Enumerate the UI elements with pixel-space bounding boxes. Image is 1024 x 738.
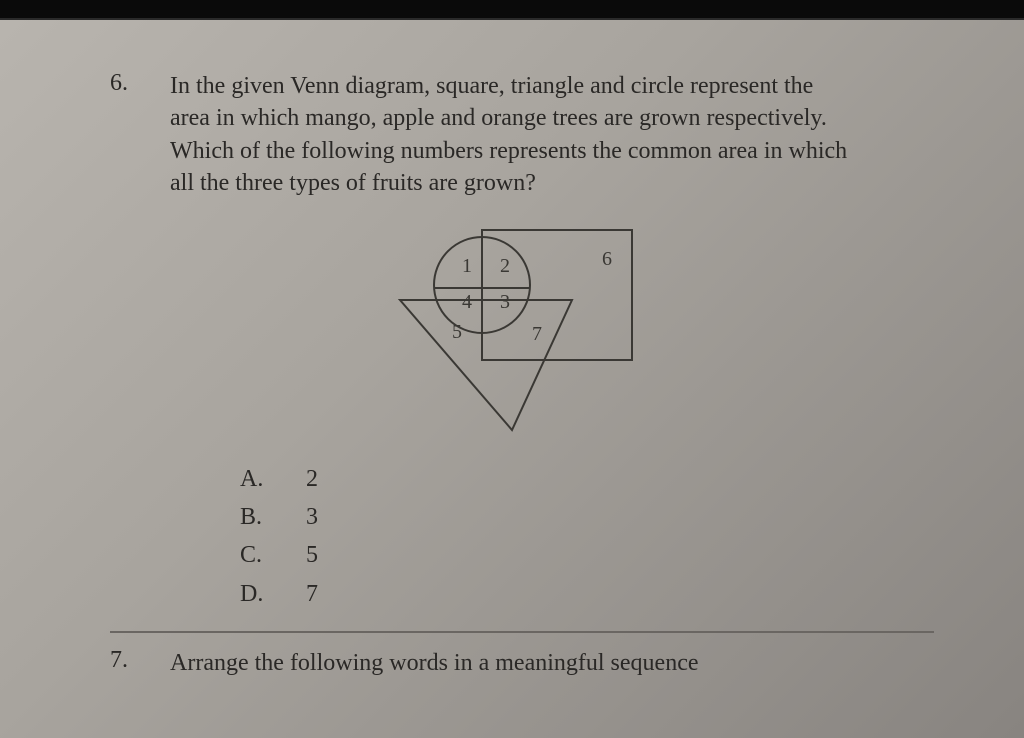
option-b-letter: B. [240,498,276,536]
q6-text: In the given Venn diagram, square, trian… [170,70,850,200]
venn-label-2: 2 [500,255,510,277]
exam-page: 6. In the given Venn diagram, square, tr… [0,20,1024,738]
option-a-value: 2 [306,460,318,498]
venn-label-5: 5 [452,321,462,343]
q6-number: 6. [110,70,140,200]
window-topbar [0,0,1024,20]
option-c-letter: C. [240,536,276,574]
venn-region-labels: 1 2 3 45 6 7 [452,248,612,345]
venn-label-3: 3 [500,291,510,313]
option-d-letter: D. [240,575,276,613]
venn-diagram: 1 2 3 45 6 7 [372,210,672,440]
venn-label-6: 6 [602,248,612,270]
question-6: 6. In the given Venn diagram, square, tr… [110,70,934,200]
option-b: B. 3 [240,498,934,536]
option-d-value: 7 [306,575,318,613]
option-d: D. 7 [240,575,934,613]
option-b-value: 3 [306,498,318,536]
q6-options: A. 2 B. 3 C. 5 D. 7 [240,460,934,614]
venn-label-4: 4 [462,291,472,313]
q7-number: 7. [110,647,140,679]
question-7: 7. Arrange the following words in a mean… [110,647,934,679]
venn-label-7: 7 [532,323,542,345]
venn-diagram-container: 1 2 3 45 6 7 [110,210,934,440]
question-divider [110,631,934,633]
venn-triangle [400,300,572,430]
q7-text: Arrange the following words in a meaning… [170,647,699,679]
option-a-letter: A. [240,460,276,498]
option-c: C. 5 [240,536,934,574]
option-a: A. 2 [240,460,934,498]
option-c-value: 5 [306,536,318,574]
venn-label-1: 1 [462,255,472,277]
